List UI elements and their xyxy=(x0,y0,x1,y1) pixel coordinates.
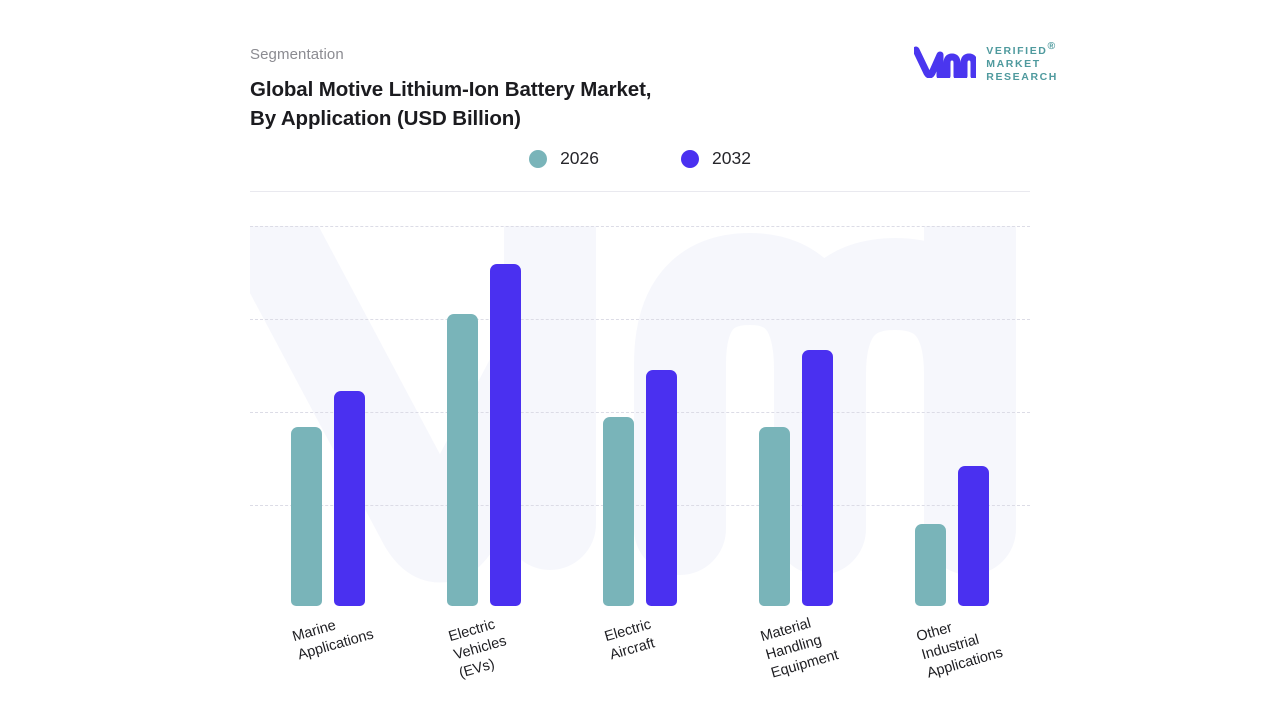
legend-label: 2032 xyxy=(712,148,751,168)
eyebrow-label: Segmentation xyxy=(250,46,344,63)
logo-line-research: RESEARCH xyxy=(986,71,1058,84)
gridline xyxy=(250,412,1030,413)
vmr-logo-text: VERIFIED® MARKET RESEARCH xyxy=(986,40,1058,85)
bar-2026[interactable] xyxy=(447,314,478,606)
x-axis-label: Electric Aircraft xyxy=(602,616,657,664)
bar-group-electric-aircraft xyxy=(562,228,718,606)
bar-2026[interactable] xyxy=(291,427,322,606)
logo-line-verified: VERIFIED® xyxy=(986,40,1057,57)
bar-group-electric-vehicles xyxy=(406,228,562,606)
bar-group-other-industrial-applications xyxy=(874,228,1030,606)
x-axis-label-cell: Material Handling Equipment xyxy=(718,608,874,718)
x-axis-labels: Marine Applications Electric Vehicles (E… xyxy=(250,608,1030,718)
x-axis-label-cell: Electric Aircraft xyxy=(562,608,718,718)
legend-label: 2026 xyxy=(560,148,599,168)
chart-legend: 2026 2032 xyxy=(250,148,1030,169)
bar-2026[interactable] xyxy=(915,524,946,606)
registered-mark: ® xyxy=(1047,40,1057,52)
logo-line-market: MARKET xyxy=(986,57,1041,70)
x-axis-label-cell: Marine Applications xyxy=(250,608,406,718)
bar-2032[interactable] xyxy=(334,391,365,606)
page-title: Global Motive Lithium-Ion Battery Market… xyxy=(250,78,652,130)
bar-groups xyxy=(250,228,1030,606)
x-axis-label-cell: Electric Vehicles (EVs) xyxy=(406,608,562,718)
x-axis-label-cell: Other Industrial Applications xyxy=(874,608,1030,718)
vmr-logo: VERIFIED® MARKET RESEARCH xyxy=(914,40,1058,85)
x-axis-label: Electric Vehicles (EVs) xyxy=(446,616,509,682)
bar-2032[interactable] xyxy=(646,370,677,606)
bar-2032[interactable] xyxy=(490,264,521,606)
x-axis-label: Other Industrial Applications xyxy=(914,619,1005,682)
legend-item-2032[interactable]: 2032 xyxy=(681,148,751,169)
plot-area xyxy=(250,226,1030,606)
header-block: Segmentation Global Motive Lithium-Ion B… xyxy=(250,46,1030,133)
gridline xyxy=(250,505,1030,506)
legend-swatch-icon xyxy=(529,149,548,168)
bar-2032[interactable] xyxy=(958,466,989,606)
gridline xyxy=(250,226,1030,227)
vmr-logo-mark-icon xyxy=(914,46,977,79)
legend-swatch-icon xyxy=(681,149,699,168)
bar-2032[interactable] xyxy=(802,350,833,606)
bar-group-material-handling-equipment xyxy=(718,228,874,606)
x-axis-label: Marine Applications xyxy=(290,617,376,664)
gridline xyxy=(250,319,1030,320)
bar-group-marine-applications xyxy=(250,228,406,606)
bar-2026[interactable] xyxy=(759,427,790,606)
legend-divider xyxy=(250,191,1030,192)
legend-item-2026[interactable]: 2026 xyxy=(529,148,599,169)
bar-2026[interactable] xyxy=(603,417,634,606)
x-axis-label: Material Handling Equipment xyxy=(758,615,841,682)
